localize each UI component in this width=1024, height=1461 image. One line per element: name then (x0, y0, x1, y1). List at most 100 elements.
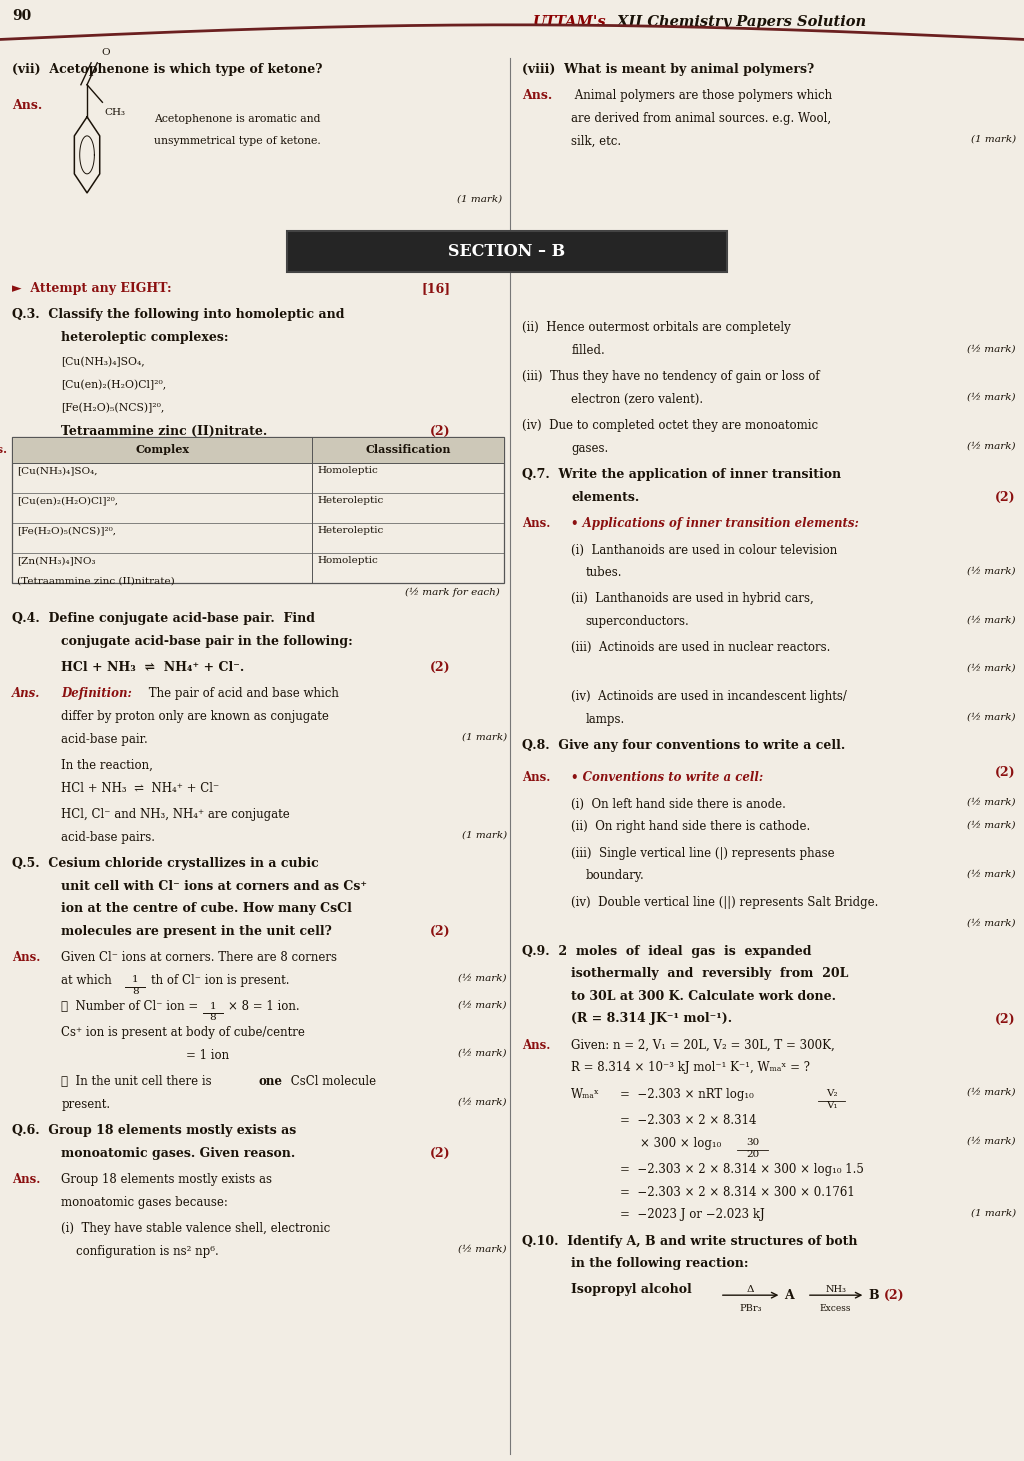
Text: Cs⁺ ion is present at body of cube/centre: Cs⁺ ion is present at body of cube/centr… (61, 1027, 305, 1039)
Text: superconductors.: superconductors. (586, 615, 689, 628)
Text: tubes.: tubes. (586, 565, 623, 579)
Text: (½ mark): (½ mark) (968, 713, 1016, 722)
Text: (2): (2) (884, 1289, 904, 1302)
Text: (i)  They have stable valence shell, electronic: (i) They have stable valence shell, elec… (61, 1221, 331, 1235)
Text: molecules are present in the unit cell?: molecules are present in the unit cell? (61, 925, 332, 938)
Text: Complex: Complex (135, 444, 189, 456)
Text: configuration is ns² np⁶.: configuration is ns² np⁶. (76, 1245, 218, 1258)
Bar (12, 437, 504, 583)
Text: to 30L at 300 K. Calculate work done.: to 30L at 300 K. Calculate work done. (571, 991, 837, 1002)
Text: In the reaction,: In the reaction, (61, 760, 154, 771)
Text: Ans.: Ans. (522, 517, 551, 530)
Text: are derived from animal sources. e.g. Wool,: are derived from animal sources. e.g. Wo… (571, 112, 831, 124)
Text: boundary.: boundary. (586, 869, 644, 882)
Text: (iv)  Due to completed octet they are monoatomic: (iv) Due to completed octet they are mon… (522, 419, 818, 432)
Text: = 1 ion: = 1 ion (186, 1049, 229, 1062)
Text: Ans.: Ans. (12, 951, 41, 964)
Text: [Cu(en)₂(H₂O)Cl]²⁰,: [Cu(en)₂(H₂O)Cl]²⁰, (17, 495, 119, 506)
Text: Animal polymers are those polymers which: Animal polymers are those polymers which (571, 89, 833, 102)
Text: Given: n = 2, V₁ = 20L, V₂ = 30L, T = 300K,: Given: n = 2, V₁ = 20L, V₂ = 30L, T = 30… (571, 1039, 836, 1052)
Text: ►  Attempt any EIGHT:: ► Attempt any EIGHT: (12, 282, 172, 295)
Text: Ans.: Ans. (12, 1173, 41, 1186)
Text: (1 mark): (1 mark) (971, 134, 1016, 143)
Text: (ii)  Lanthanoids are used in hybrid cars,: (ii) Lanthanoids are used in hybrid cars… (571, 592, 814, 605)
Bar (12, 437, 504, 463)
Text: Given Cl⁻ ions at corners. There are 8 corners: Given Cl⁻ ions at corners. There are 8 c… (61, 951, 338, 964)
Text: Q.7.  Write the application of inner transition: Q.7. Write the application of inner tran… (522, 468, 842, 481)
Text: (i)  Lanthanoids are used in colour television: (i) Lanthanoids are used in colour telev… (571, 543, 838, 557)
Text: (viii)  What is meant by animal polymers?: (viii) What is meant by animal polymers? (522, 63, 814, 76)
Text: (vii)  Acetophenone is which type of ketone?: (vii) Acetophenone is which type of keto… (12, 63, 323, 76)
Text: × 300 × log₁₀: × 300 × log₁₀ (640, 1137, 721, 1150)
Text: monoatomic gases. Given reason.: monoatomic gases. Given reason. (61, 1147, 296, 1160)
Text: Ans.: Ans. (522, 1039, 551, 1052)
Text: (2): (2) (430, 1147, 451, 1160)
Text: (½ mark): (½ mark) (968, 798, 1016, 806)
Text: heteroleptic complexes:: heteroleptic complexes: (61, 332, 229, 343)
Text: (ii)  Hence outermost orbitals are completely: (ii) Hence outermost orbitals are comple… (522, 321, 791, 335)
Text: [Cu(NH₃)₄]SO₄,: [Cu(NH₃)₄]SO₄, (17, 466, 98, 475)
Text: Homoleptic: Homoleptic (317, 466, 378, 475)
Text: Q.9.  2  moles  of  ideal  gas  is  expanded: Q.9. 2 moles of ideal gas is expanded (522, 944, 812, 957)
Text: (2): (2) (430, 660, 451, 674)
Text: Δ: Δ (746, 1286, 755, 1294)
Text: (½ mark): (½ mark) (459, 1001, 507, 1010)
Text: [Fe(H₂O)₅(NCS)]²⁰,: [Fe(H₂O)₅(NCS)]²⁰, (61, 402, 165, 413)
Text: O: O (101, 48, 110, 57)
Text: (iii)  Single vertical line (|) represents phase: (iii) Single vertical line (|) represent… (571, 846, 835, 859)
Text: [Fe(H₂O)₅(NCS)]²⁰,: [Fe(H₂O)₅(NCS)]²⁰, (17, 526, 117, 535)
Text: (½ mark): (½ mark) (459, 1245, 507, 1254)
Text: 90: 90 (12, 9, 32, 23)
Text: Acetophenone is aromatic and: Acetophenone is aromatic and (154, 114, 321, 124)
Text: lamps.: lamps. (586, 713, 625, 726)
Text: (2): (2) (995, 491, 1016, 504)
Text: (½ mark): (½ mark) (968, 918, 1016, 928)
Text: CsCl molecule: CsCl molecule (287, 1075, 376, 1088)
Text: one: one (258, 1075, 282, 1088)
Text: The pair of acid and base which: The pair of acid and base which (145, 687, 339, 700)
Text: (½ mark): (½ mark) (968, 820, 1016, 830)
Text: =  −2023 J or −2.023 kJ: = −2023 J or −2.023 kJ (620, 1208, 764, 1221)
Bar (287, 231, 727, 272)
Text: HCl + NH₃  ⇌  NH₄⁺ + Cl⁻: HCl + NH₃ ⇌ NH₄⁺ + Cl⁻ (61, 782, 220, 795)
Text: HCl, Cl⁻ and NH₃, NH₄⁺ are conjugate: HCl, Cl⁻ and NH₃, NH₄⁺ are conjugate (61, 808, 290, 821)
Text: Excess: Excess (820, 1303, 851, 1313)
Text: filled.: filled. (571, 343, 605, 356)
Text: (2): (2) (430, 425, 451, 438)
Text: UTTAM's: UTTAM's (532, 15, 606, 29)
Text: (ii)  On right hand side there is cathode.: (ii) On right hand side there is cathode… (571, 820, 811, 833)
Text: =  −2.303 × 2 × 8.314 × 300 × log₁₀ 1.5: = −2.303 × 2 × 8.314 × 300 × log₁₀ 1.5 (620, 1163, 863, 1176)
Text: (½ mark): (½ mark) (459, 1049, 507, 1058)
Text: ∴  Number of Cl⁻ ion =: ∴ Number of Cl⁻ ion = (61, 1001, 203, 1012)
Text: =  −2.303 × 2 × 8.314: = −2.303 × 2 × 8.314 (620, 1113, 756, 1126)
Text: 1: 1 (132, 976, 138, 985)
Text: (iii)  Thus they have no tendency of gain or loss of: (iii) Thus they have no tendency of gain… (522, 370, 820, 383)
Text: Definition:: Definition: (61, 687, 132, 700)
Text: Ans.: Ans. (0, 444, 7, 456)
Text: (1 mark): (1 mark) (462, 732, 507, 742)
Text: (Tetraammine zinc (II)nitrate): (Tetraammine zinc (II)nitrate) (17, 576, 175, 586)
Text: (2): (2) (430, 925, 451, 938)
Text: (½ mark): (½ mark) (968, 1087, 1016, 1097)
Text: (½ mark for each): (½ mark for each) (404, 587, 500, 596)
Text: (½ mark): (½ mark) (968, 663, 1016, 674)
Text: Q.10.  Identify A, B and write structures of both: Q.10. Identify A, B and write structures… (522, 1235, 858, 1248)
Text: gases.: gases. (571, 441, 608, 454)
Text: (½ mark): (½ mark) (968, 615, 1016, 624)
Text: (½ mark): (½ mark) (459, 974, 507, 983)
Text: (iv)  Actinoids are used in incandescent lights/: (iv) Actinoids are used in incandescent … (571, 690, 847, 703)
Text: electron (zero valent).: electron (zero valent). (571, 393, 703, 406)
Text: 1: 1 (210, 1002, 216, 1011)
Text: =  −2.303 × nRT log₁₀: = −2.303 × nRT log₁₀ (620, 1087, 754, 1100)
Text: HCl + NH₃  ⇌  NH₄⁺ + Cl⁻.: HCl + NH₃ ⇌ NH₄⁺ + Cl⁻. (61, 660, 245, 674)
Text: Q.3.  Classify the following into homoleptic and: Q.3. Classify the following into homolep… (12, 308, 345, 321)
Text: B: B (868, 1289, 879, 1302)
Text: [Cu(en)₂(H₂O)Cl]²⁰,: [Cu(en)₂(H₂O)Cl]²⁰, (61, 380, 167, 390)
Text: (1 mark): (1 mark) (457, 194, 502, 203)
Text: × 8 = 1 ion.: × 8 = 1 ion. (228, 1001, 300, 1012)
Text: [16]: [16] (422, 282, 451, 295)
Text: A: A (784, 1289, 795, 1302)
Text: acid-base pairs.: acid-base pairs. (61, 830, 156, 843)
Text: Classification: Classification (366, 444, 451, 456)
Text: Heteroleptic: Heteroleptic (317, 495, 384, 506)
